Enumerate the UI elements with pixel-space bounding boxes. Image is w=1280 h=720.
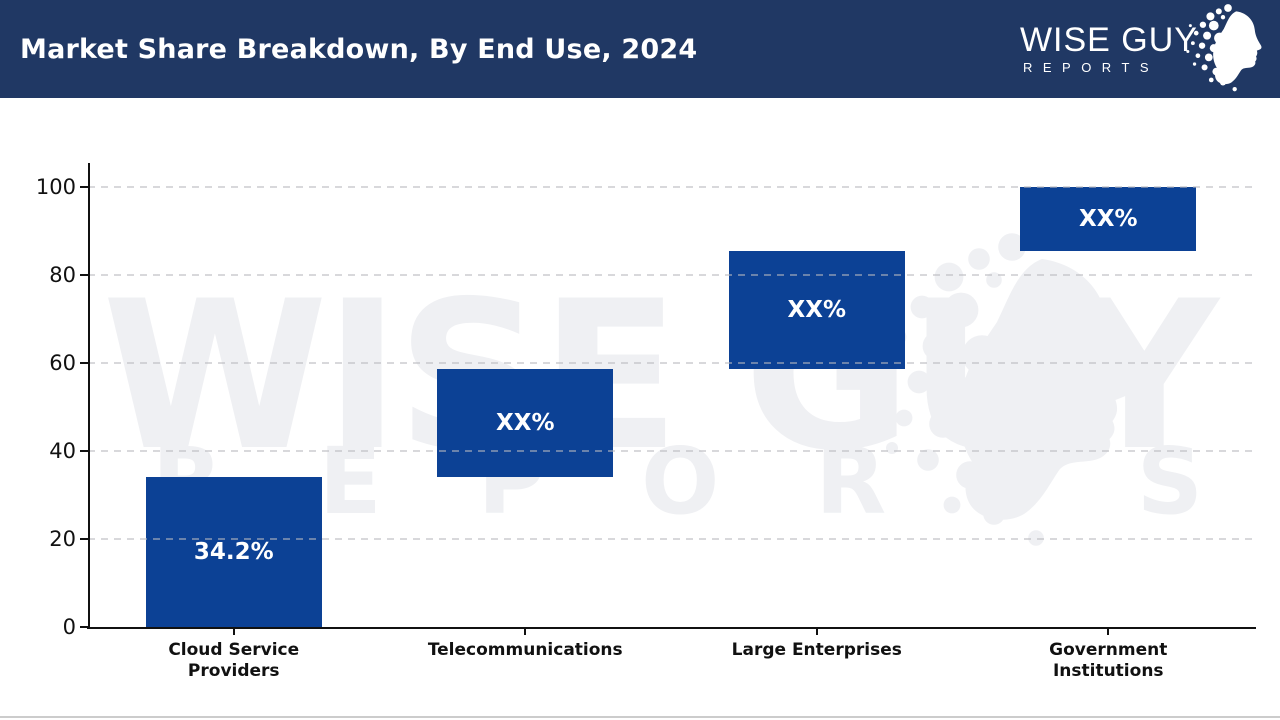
y-tick-label: 100: [35, 175, 76, 199]
category-label: Large Enterprises: [667, 640, 967, 661]
page-title: Market Share Breakdown, By End Use, 2024: [20, 33, 698, 65]
brand-name-label: WISE GUY: [1019, 21, 1198, 59]
bar: [145, 476, 322, 627]
x-axis: [87, 627, 1256, 629]
x-tick-mark: [1107, 627, 1110, 635]
y-tick-mark: [80, 450, 88, 452]
bar-value-label: XX%: [1078, 205, 1138, 232]
category-label-line: Cloud Service: [168, 640, 300, 660]
header-bar: Market Share Breakdown, By End Use, 2024…: [0, 0, 1280, 98]
gridline: [88, 450, 1254, 452]
gridline: [88, 362, 1254, 364]
y-tick-mark: [80, 538, 88, 540]
y-tick-mark: [80, 362, 88, 364]
y-tick-label: 0: [62, 615, 76, 639]
category-label-line: Providers: [187, 661, 280, 681]
y-tick-mark: [80, 186, 88, 188]
x-tick-mark: [524, 627, 527, 635]
bar-value-label: 34.2%: [193, 538, 274, 565]
category-label: Telecommunications: [375, 640, 675, 661]
y-tick-mark: [80, 626, 88, 628]
category-label: Government Institutions: [958, 640, 1258, 682]
gridline: [88, 538, 1254, 540]
category-label-line: Government: [1049, 640, 1168, 660]
gridline: [88, 274, 1254, 276]
brand-wordmark: WISE GUY REPORTS: [1020, 23, 1198, 75]
bar: [1020, 187, 1197, 251]
category-label-line: Institutions: [1052, 661, 1164, 681]
category-label-line: Large Enterprises: [731, 640, 902, 660]
footer-divider: [0, 716, 1280, 718]
watermark-head-icon: [862, 233, 1133, 546]
y-tick-mark: [80, 274, 88, 276]
bar-value-label: XX%: [495, 409, 555, 436]
x-tick-mark: [815, 627, 818, 635]
y-axis: [88, 163, 90, 629]
category-label-line: Telecommunications: [427, 640, 623, 660]
bar: [437, 369, 614, 477]
bar: [728, 250, 905, 370]
brand-logo: WISE GUY REPORTS: [1020, 0, 1272, 98]
gridline: [88, 186, 1254, 188]
brand-reports-label: REPORTS: [1022, 60, 1160, 75]
bar-value-label: XX%: [787, 296, 846, 323]
y-tick-label: 60: [49, 351, 76, 375]
y-tick-label: 40: [49, 439, 76, 463]
category-label: Cloud Service Providers: [84, 640, 384, 682]
y-tick-label: 80: [49, 263, 76, 287]
x-tick-mark: [232, 627, 235, 635]
y-tick-label: 20: [49, 527, 76, 551]
chart-area: WISE GUY REPORTS 34.2% Cloud Service Provi…: [0, 98, 1280, 717]
